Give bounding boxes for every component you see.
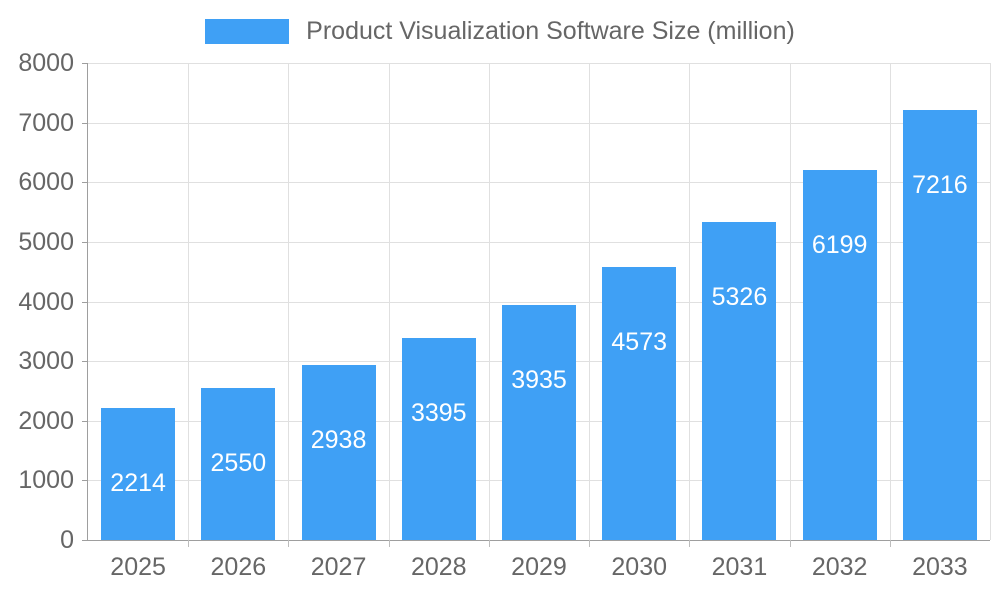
bar[interactable]: 2550 — [201, 387, 276, 540]
legend-swatch-icon — [205, 18, 290, 44]
chart-legend: Product Visualization Software Size (mil… — [0, 14, 1000, 48]
bar-value-label: 3935 — [511, 366, 567, 395]
gridline-vertical — [188, 63, 189, 540]
gridline-horizontal — [88, 301, 990, 303]
y-tick-label: 4000 — [18, 287, 74, 316]
y-tick-mark — [82, 241, 88, 243]
y-tick-label: 8000 — [18, 49, 74, 77]
x-tick-label: 2030 — [611, 553, 668, 581]
bar-value-label: 2938 — [310, 425, 367, 454]
y-tick-label: 0 — [60, 526, 74, 554]
y-tick-mark — [82, 301, 88, 303]
x-tick-label: 2027 — [310, 553, 367, 581]
gridline-horizontal — [88, 63, 990, 64]
x-tick-label: 2026 — [210, 553, 267, 581]
bar-value-label: 2214 — [110, 469, 166, 497]
gridline-vertical — [288, 63, 289, 540]
x-tick-label: 2025 — [110, 553, 166, 581]
y-tick-label: 7000 — [18, 108, 74, 137]
x-axis-line — [87, 540, 990, 541]
y-tick-mark — [82, 480, 88, 482]
x-tick-mark — [790, 540, 791, 547]
gridline-horizontal — [88, 122, 990, 124]
gridline-vertical — [589, 63, 590, 540]
x-tick-mark — [288, 540, 289, 547]
y-tick-mark — [82, 182, 88, 184]
gridline-vertical — [389, 63, 390, 540]
y-tick-mark — [82, 63, 88, 64]
legend-label: Product Visualization Software Size (mil… — [306, 16, 795, 45]
bar[interactable]: 2214 — [101, 408, 176, 540]
y-tick-mark — [82, 122, 88, 124]
x-tick-label: 2029 — [511, 553, 567, 581]
x-tick-mark — [589, 540, 590, 547]
y-tick-mark — [82, 420, 88, 422]
bar-value-label: 6199 — [811, 231, 868, 260]
x-tick-label: 2033 — [912, 553, 968, 581]
bar-value-label: 2550 — [210, 448, 267, 477]
y-tick-label: 5000 — [18, 227, 74, 256]
bar[interactable]: 6199 — [802, 170, 877, 540]
x-tick-mark — [188, 540, 189, 547]
plot-area: 0 1000 2000 3000 4000 5000 6000 7000 8000 2214 25… — [18, 51, 991, 580]
y-tick-mark — [82, 361, 88, 363]
y-tick-mark — [82, 540, 88, 541]
bar-value-label: 3395 — [410, 398, 467, 427]
x-tick-label: 2032 — [811, 553, 868, 581]
bar[interactable]: 5326 — [702, 222, 777, 540]
y-tick-label: 1000 — [18, 466, 74, 495]
gridline-horizontal — [88, 182, 990, 184]
bar-value-label: 4573 — [611, 328, 668, 357]
gridline-vertical — [489, 63, 490, 540]
y-tick-label: 3000 — [18, 347, 74, 376]
gridline-horizontal — [88, 241, 990, 243]
x-tick-label: 2028 — [410, 553, 467, 581]
gridline-vertical — [890, 63, 891, 540]
y-tick-label: 6000 — [18, 168, 74, 197]
y-tick-label: 2000 — [18, 406, 74, 435]
x-tick-mark — [689, 540, 690, 547]
bar[interactable]: 4573 — [602, 267, 677, 540]
x-tick-mark — [890, 540, 891, 547]
x-tick-label: 2031 — [711, 553, 768, 581]
x-tick-mark — [389, 540, 390, 547]
bar[interactable]: 2938 — [301, 364, 376, 540]
gridline-vertical — [790, 63, 791, 540]
bar[interactable]: 3935 — [502, 305, 576, 540]
bar-value-label: 7216 — [912, 170, 968, 199]
x-tick-mark — [489, 540, 490, 547]
gridline-vertical — [990, 63, 991, 540]
bar-value-label: 5326 — [711, 283, 768, 312]
bar[interactable]: 3395 — [401, 337, 476, 540]
bar[interactable]: 7216 — [902, 109, 977, 540]
gridline-vertical — [689, 63, 690, 540]
